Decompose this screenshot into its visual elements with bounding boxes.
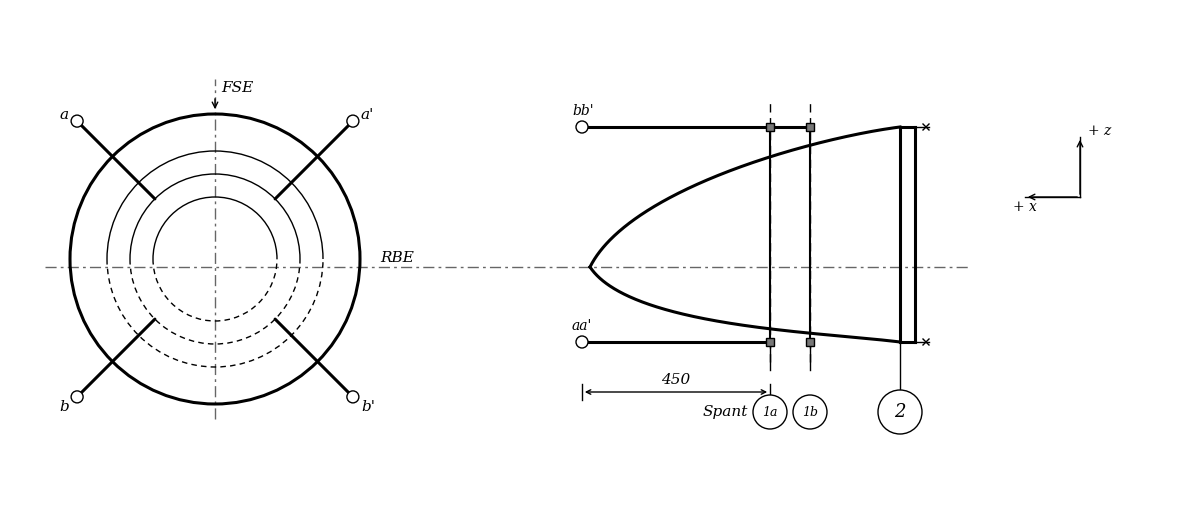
Circle shape bbox=[793, 395, 827, 429]
Text: 1b: 1b bbox=[802, 405, 818, 418]
Bar bbox=[806, 123, 814, 131]
Bar bbox=[766, 338, 774, 346]
Text: Spant: Spant bbox=[703, 405, 748, 419]
Text: FSE: FSE bbox=[221, 81, 253, 95]
Bar bbox=[766, 123, 774, 131]
Circle shape bbox=[576, 121, 588, 133]
Circle shape bbox=[576, 336, 588, 348]
Text: aa': aa' bbox=[572, 319, 593, 333]
Text: bb': bb' bbox=[572, 104, 594, 118]
Circle shape bbox=[347, 115, 359, 127]
Text: a: a bbox=[59, 108, 68, 122]
Circle shape bbox=[878, 390, 922, 434]
Text: + x: + x bbox=[1013, 200, 1037, 214]
Circle shape bbox=[347, 391, 359, 403]
Text: 1a: 1a bbox=[762, 405, 778, 418]
Bar bbox=[806, 338, 814, 346]
Text: RBE: RBE bbox=[380, 251, 414, 265]
Text: + z: + z bbox=[1088, 124, 1111, 138]
Text: b: b bbox=[59, 400, 68, 414]
Text: b': b' bbox=[361, 400, 374, 414]
Circle shape bbox=[71, 115, 83, 127]
Circle shape bbox=[754, 395, 787, 429]
Text: 450: 450 bbox=[661, 373, 691, 387]
Text: 2: 2 bbox=[894, 403, 906, 421]
Circle shape bbox=[71, 391, 83, 403]
Text: a': a' bbox=[361, 108, 374, 122]
